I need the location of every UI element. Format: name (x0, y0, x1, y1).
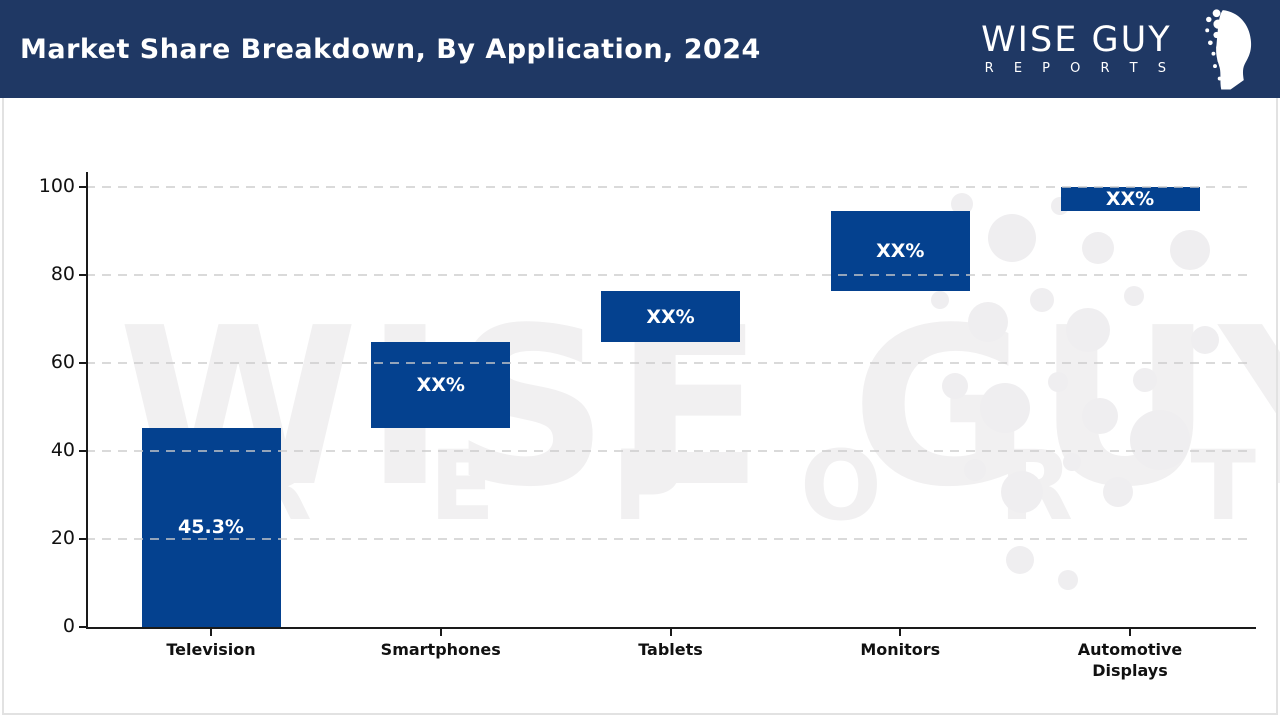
watermark-dot (1030, 288, 1054, 312)
y-tick-0 (79, 626, 86, 628)
watermark-dot (1063, 453, 1081, 471)
watermark-dot (1082, 398, 1118, 434)
x-category-label-monitors: Monitors (860, 640, 941, 659)
watermark-dot (931, 291, 949, 309)
bar-value-label-automotive-displays: XX% (1105, 188, 1155, 211)
x-category-label-tablets: Tablets (638, 640, 703, 659)
gridline-40 (86, 450, 1254, 452)
bar-television: 45.3% (141, 427, 281, 627)
brand-logo-name: WISE GUY (981, 20, 1172, 60)
y-axis-line (86, 172, 88, 629)
x-tick-smartphones (439, 629, 442, 636)
bar-value-label-smartphones: XX% (416, 373, 465, 396)
bar-monitors: XX% (830, 211, 970, 291)
gridline-60 (86, 362, 1254, 364)
page-title: Market Share Breakdown, By Application, … (20, 33, 761, 65)
watermark-dot (964, 459, 986, 481)
watermark-dot (980, 383, 1030, 433)
watermark-dot (942, 373, 968, 399)
x-category-label-television: Television (166, 640, 256, 659)
bar-value-label-television: 45.3% (178, 516, 244, 539)
gridline-20 (86, 538, 1254, 540)
bar-tablets: XX% (601, 290, 740, 343)
watermark-dot (1170, 230, 1210, 270)
x-axis-line (86, 627, 1256, 629)
x-tick-automotive-displays (1129, 629, 1131, 636)
y-tick-label-0: 0 (62, 615, 75, 637)
x-tick-television (210, 629, 212, 636)
gridline-100 (86, 186, 1254, 188)
y-tick-40 (79, 450, 86, 452)
watermark-dot (1066, 308, 1110, 352)
brand-logo-tagline: R E P O R T S (984, 61, 1174, 76)
watermark-dot (1082, 232, 1114, 264)
y-tick-label-60: 60 (50, 351, 75, 373)
watermark-dot (988, 214, 1036, 262)
y-tick-100 (79, 186, 86, 188)
watermark-dot (1130, 410, 1190, 470)
bar-automotive-displays: XX% (1060, 187, 1200, 212)
watermark-dot (1006, 546, 1034, 574)
x-category-label-automotive-displays: Automotive Displays (1077, 640, 1183, 680)
watermark-dot (1058, 570, 1078, 590)
y-tick-60 (79, 362, 86, 364)
x-tick-monitors (899, 629, 902, 636)
watermark-dot (1001, 471, 1043, 513)
watermark-dot (968, 302, 1008, 342)
bar-value-label-monitors: XX% (876, 240, 925, 262)
bar-value-label-tablets: XX% (646, 305, 695, 328)
content-card-border (2, 98, 1278, 715)
y-tick-label-80: 80 (50, 263, 75, 285)
brand-logo-text: WISE GUY R E P O R T S (979, 20, 1174, 76)
brand-logo: WISE GUY R E P O R T S (979, 7, 1254, 91)
watermark-dot (1191, 326, 1219, 354)
y-tick-label-40: 40 (50, 439, 75, 461)
header-bar: Market Share Breakdown, By Application, … (0, 0, 1280, 98)
y-tick-80 (79, 274, 86, 276)
y-tick-label-100: 100 (38, 175, 75, 197)
x-tick-tablets (669, 629, 672, 636)
gridline-80 (86, 274, 1254, 276)
watermark-dot (951, 193, 973, 215)
watermark-dot (1048, 372, 1068, 392)
y-tick-label-20: 20 (50, 527, 75, 549)
x-category-label-smartphones: Smartphones (380, 640, 501, 659)
y-tick-20 (79, 538, 86, 540)
bar-smartphones: XX% (371, 342, 511, 428)
watermark-dot (1103, 477, 1133, 507)
watermark-dot (1124, 286, 1144, 306)
watermark-dot (1133, 368, 1157, 392)
brand-head-icon (1205, 9, 1252, 90)
